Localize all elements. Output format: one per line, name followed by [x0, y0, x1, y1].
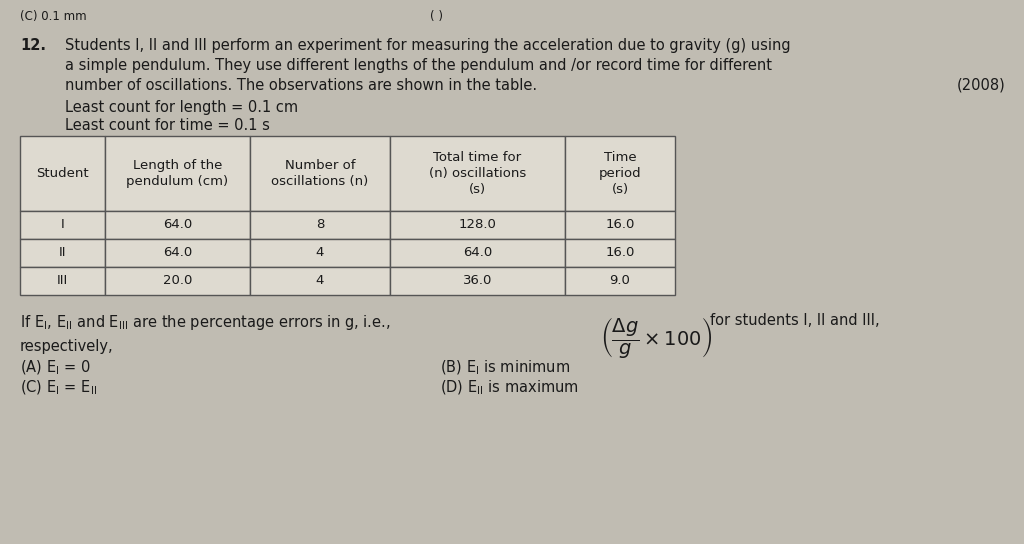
- Text: number of oscillations. The observations are shown in the table.: number of oscillations. The observations…: [65, 78, 538, 93]
- Text: Students I, II and III perform an experiment for measuring the acceleration due : Students I, II and III perform an experi…: [65, 38, 791, 53]
- Text: If $\mathrm{E_I}$, $\mathrm{E_{II}}$ and $\mathrm{E_{III}}$ are the percentage e: If $\mathrm{E_I}$, $\mathrm{E_{II}}$ and…: [20, 313, 390, 332]
- Bar: [390, 211, 565, 239]
- Text: I: I: [60, 219, 65, 232]
- Bar: [20, 267, 105, 295]
- Text: $\left(\dfrac{\Delta g}{g}\times 100\right)$: $\left(\dfrac{\Delta g}{g}\times 100\rig…: [600, 315, 713, 360]
- Text: 64.0: 64.0: [463, 246, 493, 259]
- Bar: [565, 136, 675, 211]
- Bar: [390, 136, 565, 211]
- Text: III: III: [57, 275, 69, 287]
- Bar: [390, 267, 565, 295]
- Text: (B) $\mathrm{E_I}$ is minimum: (B) $\mathrm{E_I}$ is minimum: [440, 359, 570, 378]
- Text: 4: 4: [315, 246, 325, 259]
- Text: a simple pendulum. They use different lengths of the pendulum and /or record tim: a simple pendulum. They use different le…: [65, 58, 772, 73]
- Text: 9.0: 9.0: [609, 275, 631, 287]
- Bar: [105, 211, 250, 239]
- Text: Least count for length = 0.1 cm: Least count for length = 0.1 cm: [65, 100, 298, 115]
- Bar: [20, 211, 105, 239]
- Text: Length of the
pendulum (cm): Length of the pendulum (cm): [126, 159, 228, 188]
- Bar: [565, 267, 675, 295]
- Text: (C) $\mathrm{E_I}$ = $\mathrm{E_{II}}$: (C) $\mathrm{E_I}$ = $\mathrm{E_{II}}$: [20, 379, 97, 398]
- Text: (D) $\mathrm{E_{II}}$ is maximum: (D) $\mathrm{E_{II}}$ is maximum: [440, 379, 579, 398]
- Text: 64.0: 64.0: [163, 219, 193, 232]
- Text: 128.0: 128.0: [459, 219, 497, 232]
- Bar: [105, 136, 250, 211]
- Bar: [105, 239, 250, 267]
- Text: respectively,: respectively,: [20, 339, 114, 354]
- Text: Number of
oscillations (n): Number of oscillations (n): [271, 159, 369, 188]
- Text: 16.0: 16.0: [605, 219, 635, 232]
- Bar: [20, 239, 105, 267]
- Text: 4: 4: [315, 275, 325, 287]
- Text: Time
period
(s): Time period (s): [599, 151, 641, 196]
- Bar: [250, 239, 390, 267]
- Text: (2008): (2008): [956, 78, 1005, 93]
- Bar: [250, 267, 390, 295]
- Text: 12.: 12.: [20, 38, 46, 53]
- Text: Least count for time = 0.1 s: Least count for time = 0.1 s: [65, 118, 270, 133]
- Text: 36.0: 36.0: [463, 275, 493, 287]
- Bar: [565, 239, 675, 267]
- Text: 64.0: 64.0: [163, 246, 193, 259]
- Bar: [20, 136, 105, 211]
- Bar: [105, 267, 250, 295]
- Bar: [565, 211, 675, 239]
- Text: ( ): ( ): [430, 10, 443, 23]
- Text: (A) $\mathrm{E_I}$ = 0: (A) $\mathrm{E_I}$ = 0: [20, 359, 91, 378]
- Text: II: II: [58, 246, 67, 259]
- Bar: [250, 136, 390, 211]
- Text: 16.0: 16.0: [605, 246, 635, 259]
- Bar: [390, 239, 565, 267]
- Bar: [250, 211, 390, 239]
- Text: 20.0: 20.0: [163, 275, 193, 287]
- Text: 8: 8: [315, 219, 325, 232]
- Text: Total time for
(n) oscillations
(s): Total time for (n) oscillations (s): [429, 151, 526, 196]
- Text: for students I, II and III,: for students I, II and III,: [710, 313, 880, 328]
- Text: Student: Student: [36, 167, 89, 180]
- Text: (C) 0.1 mm: (C) 0.1 mm: [20, 10, 87, 23]
